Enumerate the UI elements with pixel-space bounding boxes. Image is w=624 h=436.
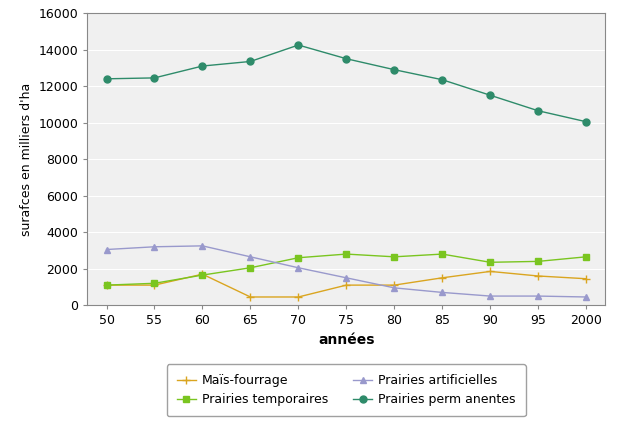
Prairies perm anentes: [391, 67, 398, 72]
Prairies artificielles: [534, 293, 542, 299]
Prairies artificielles: [582, 294, 590, 300]
Prairies artificielles: [295, 265, 302, 270]
Maïs-fourrage: [439, 275, 446, 280]
Legend: Maïs-fourrage, Prairies temporaires, Prairies artificielles, Prairies perm anent: Maïs-fourrage, Prairies temporaires, Pra…: [167, 364, 525, 416]
Prairies perm anentes: [151, 75, 158, 81]
Maïs-fourrage: [295, 294, 302, 300]
Maïs-fourrage: [534, 273, 542, 279]
Y-axis label: surafces en milliers d'ha: surafces en milliers d'ha: [20, 82, 33, 236]
Prairies artificielles: [487, 293, 494, 299]
Prairies temporaires: [391, 254, 398, 259]
Prairies perm anentes: [534, 108, 542, 113]
Maïs-fourrage: [198, 272, 206, 277]
Prairies temporaires: [151, 281, 158, 286]
Maïs-fourrage: [487, 269, 494, 274]
Prairies perm anentes: [246, 59, 254, 64]
Prairies temporaires: [487, 260, 494, 265]
Prairies temporaires: [439, 252, 446, 257]
Line: Prairies artificielles: Prairies artificielles: [103, 242, 590, 300]
Prairies temporaires: [343, 252, 350, 257]
Maïs-fourrage: [103, 283, 110, 288]
Prairies perm anentes: [198, 63, 206, 68]
Maïs-fourrage: [246, 294, 254, 300]
Maïs-fourrage: [343, 283, 350, 288]
Line: Maïs-fourrage: Maïs-fourrage: [102, 267, 590, 301]
Prairies perm anentes: [439, 77, 446, 82]
Prairies perm anentes: [582, 119, 590, 124]
Maïs-fourrage: [391, 283, 398, 288]
Prairies temporaires: [198, 272, 206, 278]
Line: Prairies perm anentes: Prairies perm anentes: [103, 41, 590, 125]
Prairies artificielles: [246, 254, 254, 259]
Prairies perm anentes: [103, 76, 110, 82]
Prairies temporaires: [103, 283, 110, 288]
Prairies temporaires: [534, 259, 542, 264]
Maïs-fourrage: [582, 276, 590, 281]
Prairies artificielles: [439, 290, 446, 295]
Prairies artificielles: [198, 243, 206, 249]
Maïs-fourrage: [151, 283, 158, 288]
Prairies temporaires: [295, 255, 302, 260]
Prairies artificielles: [343, 275, 350, 280]
Prairies temporaires: [582, 254, 590, 259]
Prairies perm anentes: [343, 56, 350, 61]
Prairies artificielles: [151, 244, 158, 249]
Prairies artificielles: [103, 247, 110, 252]
Prairies perm anentes: [295, 42, 302, 48]
Prairies perm anentes: [487, 92, 494, 98]
Prairies temporaires: [246, 265, 254, 270]
Prairies artificielles: [391, 285, 398, 290]
Line: Prairies temporaires: Prairies temporaires: [103, 251, 590, 289]
X-axis label: années: années: [318, 333, 374, 347]
